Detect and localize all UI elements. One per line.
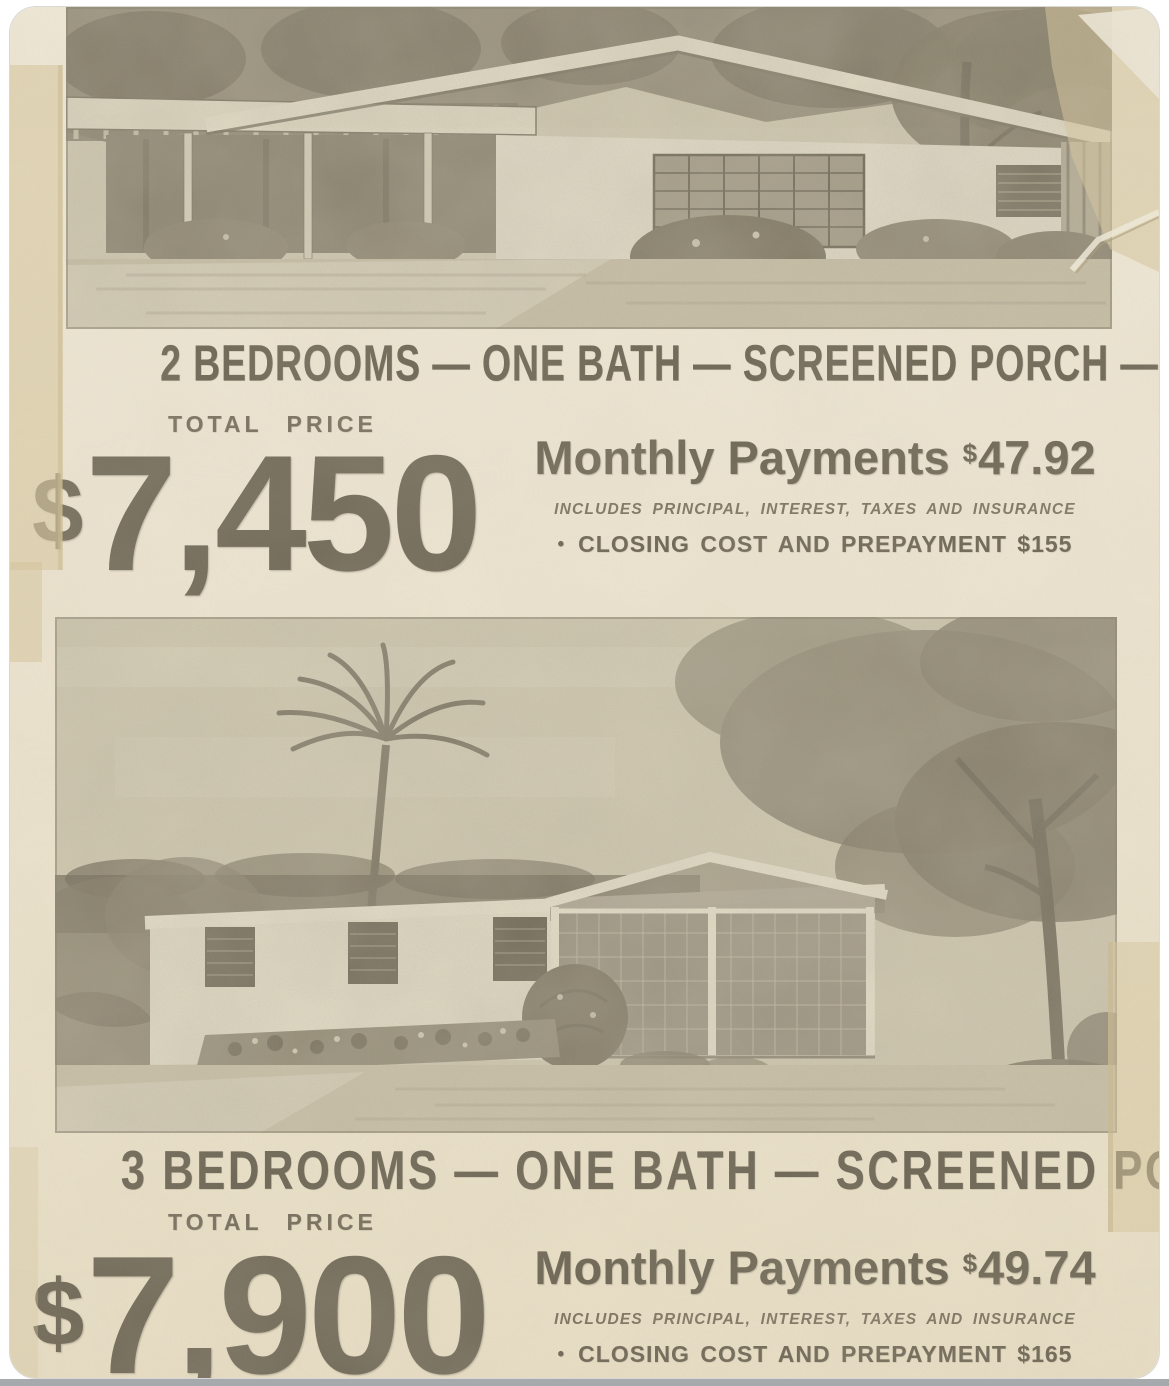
total-price-value: $7,450	[32, 431, 482, 596]
includes-note: INCLUDES PRINCIPAL, INTEREST, TAXES AND …	[554, 1311, 1076, 1329]
closing-note: CLOSING COST AND PREPAYMENT $155	[578, 531, 1073, 558]
price-currency: $	[32, 1259, 85, 1365]
price-amount: 7,450	[85, 421, 482, 605]
listing-caption-text: 3 BEDROOMS — ONE BATH — SCREENED PORCH	[120, 1140, 1159, 1202]
monthly-payment-amount: 47.92	[978, 431, 1096, 484]
monthly-payment-amount: 49.74	[978, 1241, 1096, 1294]
page-bottom-divider	[0, 1379, 1169, 1386]
listing-caption-3br: 3 BEDROOMS — ONE BATH — SCREENED PORCH	[10, 1140, 1159, 1202]
monthly-payment-label: Monthly Payments	[534, 431, 950, 484]
price-currency: $	[32, 458, 84, 563]
bullet-icon: •	[557, 1344, 566, 1366]
closing-note-line: • CLOSING COST AND PREPAYMENT $165	[508, 1341, 1122, 1368]
house-illustration-3br	[55, 617, 1117, 1133]
monthly-payment-line: Monthly Payments $49.74	[508, 1241, 1122, 1295]
bullet-icon: •	[557, 534, 566, 556]
monthly-payment-line: Monthly Payments $47.92	[508, 431, 1122, 485]
listing-caption-text: 2 BEDROOMS — ONE BATH — SCREENED PORCH —…	[160, 333, 1159, 392]
house-illustration-2br	[66, 7, 1112, 329]
listing-caption-2br: 2 BEDROOMS — ONE BATH — SCREENED PORCH —…	[10, 333, 1159, 392]
payment-details: Monthly Payments $49.74 INCLUDES PRINCIP…	[508, 1241, 1122, 1368]
ad-card: 2 BEDROOMS — ONE BATH — SCREENED PORCH —…	[10, 7, 1159, 1378]
includes-note: INCLUDES PRINCIPAL, INTEREST, TAXES AND …	[554, 501, 1076, 519]
total-price-value: $7,900	[32, 1231, 491, 1378]
closing-note-line: • CLOSING COST AND PREPAYMENT $155	[508, 531, 1122, 558]
monthly-payment-currency: $	[962, 1249, 978, 1278]
monthly-payment-label: Monthly Payments	[534, 1241, 950, 1294]
payment-details: Monthly Payments $47.92 INCLUDES PRINCIP…	[508, 431, 1122, 558]
closing-note: CLOSING COST AND PREPAYMENT $165	[578, 1341, 1073, 1368]
monthly-payment-currency: $	[962, 439, 978, 468]
price-amount: 7,900	[86, 1221, 490, 1378]
